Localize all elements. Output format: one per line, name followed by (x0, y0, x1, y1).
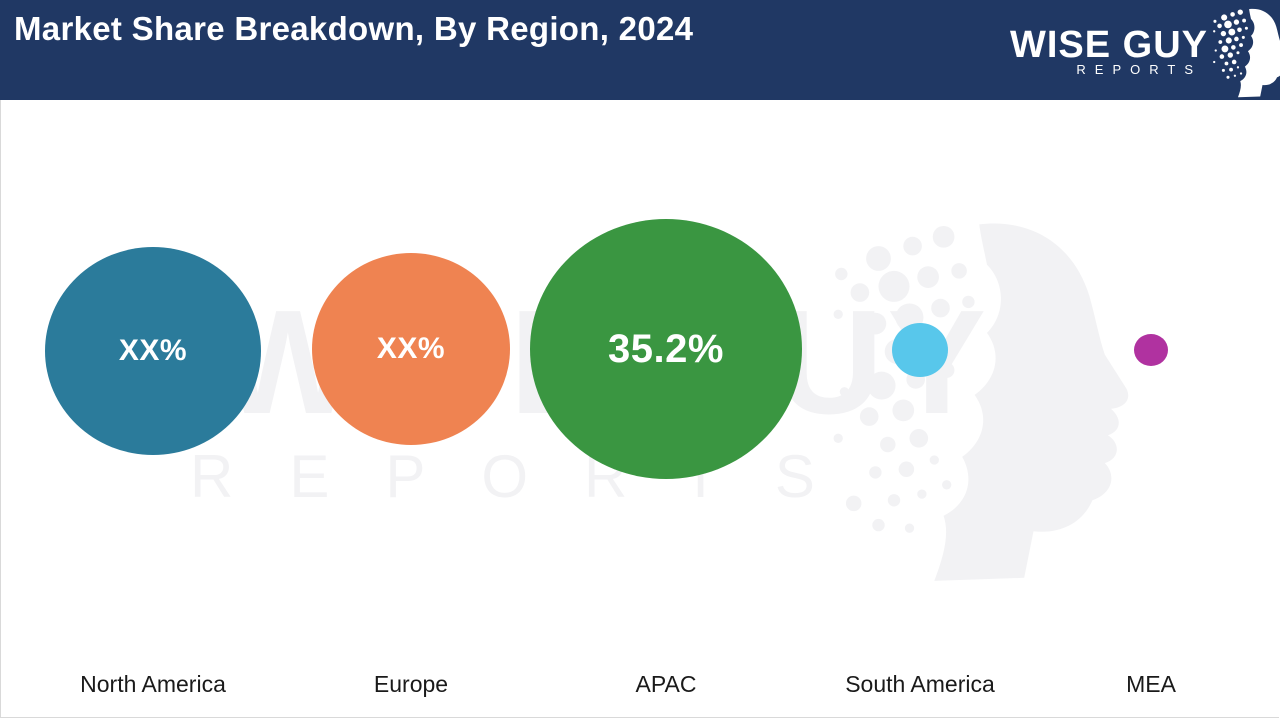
logo: WISE GUY REPORTS (1010, 0, 1280, 100)
chart-area (0, 100, 1279, 718)
logo-wordmark: WISE GUY (1009, 24, 1208, 66)
page-title: Market Share Breakdown, By Region, 2024 (14, 10, 694, 47)
logo-subtext: REPORTS (1076, 62, 1202, 77)
logo-head-icon (1213, 8, 1280, 98)
header-bar: Market Share Breakdown, By Region, 2024 … (0, 0, 1280, 100)
